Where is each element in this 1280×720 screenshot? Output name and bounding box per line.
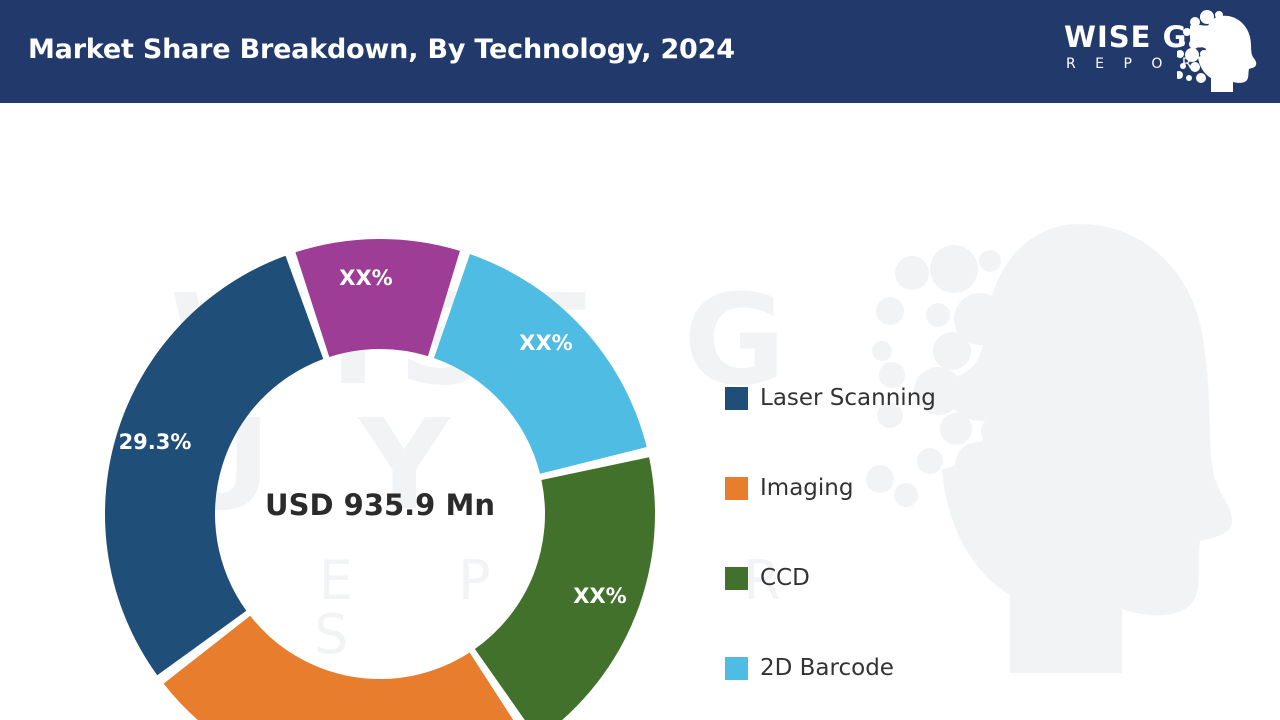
legend-item-3d-barcode[interactable]: 3D Barcode [725, 713, 1045, 720]
donut-slice[interactable] [295, 239, 460, 357]
chart-legend: Laser Scanning Imaging CCD 2D Barcode 3D… [725, 353, 1045, 720]
legend-swatch-icon [725, 476, 748, 500]
chart-body: WISE G U Y R E P O R T S [0, 103, 1280, 720]
donut-slice-label: XX% [573, 584, 626, 608]
legend-swatch-icon [725, 566, 748, 590]
legend-swatch-icon [725, 386, 748, 410]
legend-item-label: CCD [760, 565, 810, 591]
head-profile-dots-icon [1177, 10, 1257, 93]
donut-slice[interactable] [474, 457, 655, 720]
legend-item-label: Laser Scanning [760, 385, 936, 411]
donut-slice-group [105, 239, 655, 720]
donut-slice[interactable] [433, 254, 647, 474]
donut-slice[interactable] [105, 255, 324, 676]
donut-slice-label: XX% [339, 266, 392, 290]
donut-center-value: USD 935.9 Mn [265, 488, 495, 522]
page-title: Market Share Breakdown, By Technology, 2… [28, 34, 735, 65]
legend-item-label: 2D Barcode [760, 655, 894, 681]
page-header: Market Share Breakdown, By Technology, 2… [0, 0, 1280, 103]
legend-item-laser-scanning[interactable]: Laser Scanning [725, 353, 1045, 443]
donut-slice-label: 29.3% [119, 430, 192, 454]
donut-slice-label: XX% [519, 331, 572, 355]
donut-slice-label-group: 29.3%XX%XX%XX%XX% [119, 266, 627, 608]
wise-guy-reports-logo: WISE GUY R E P O R T S [1022, 6, 1272, 98]
donut-slice[interactable] [163, 615, 530, 720]
legend-item-2d-barcode[interactable]: 2D Barcode [725, 623, 1045, 713]
legend-item-label: Imaging [760, 475, 854, 501]
market-share-donut-chart: 29.3%XX%XX%XX%XX% [105, 239, 655, 720]
legend-item-ccd[interactable]: CCD [725, 533, 1045, 623]
legend-swatch-icon [725, 656, 748, 680]
legend-item-imaging[interactable]: Imaging [725, 443, 1045, 533]
